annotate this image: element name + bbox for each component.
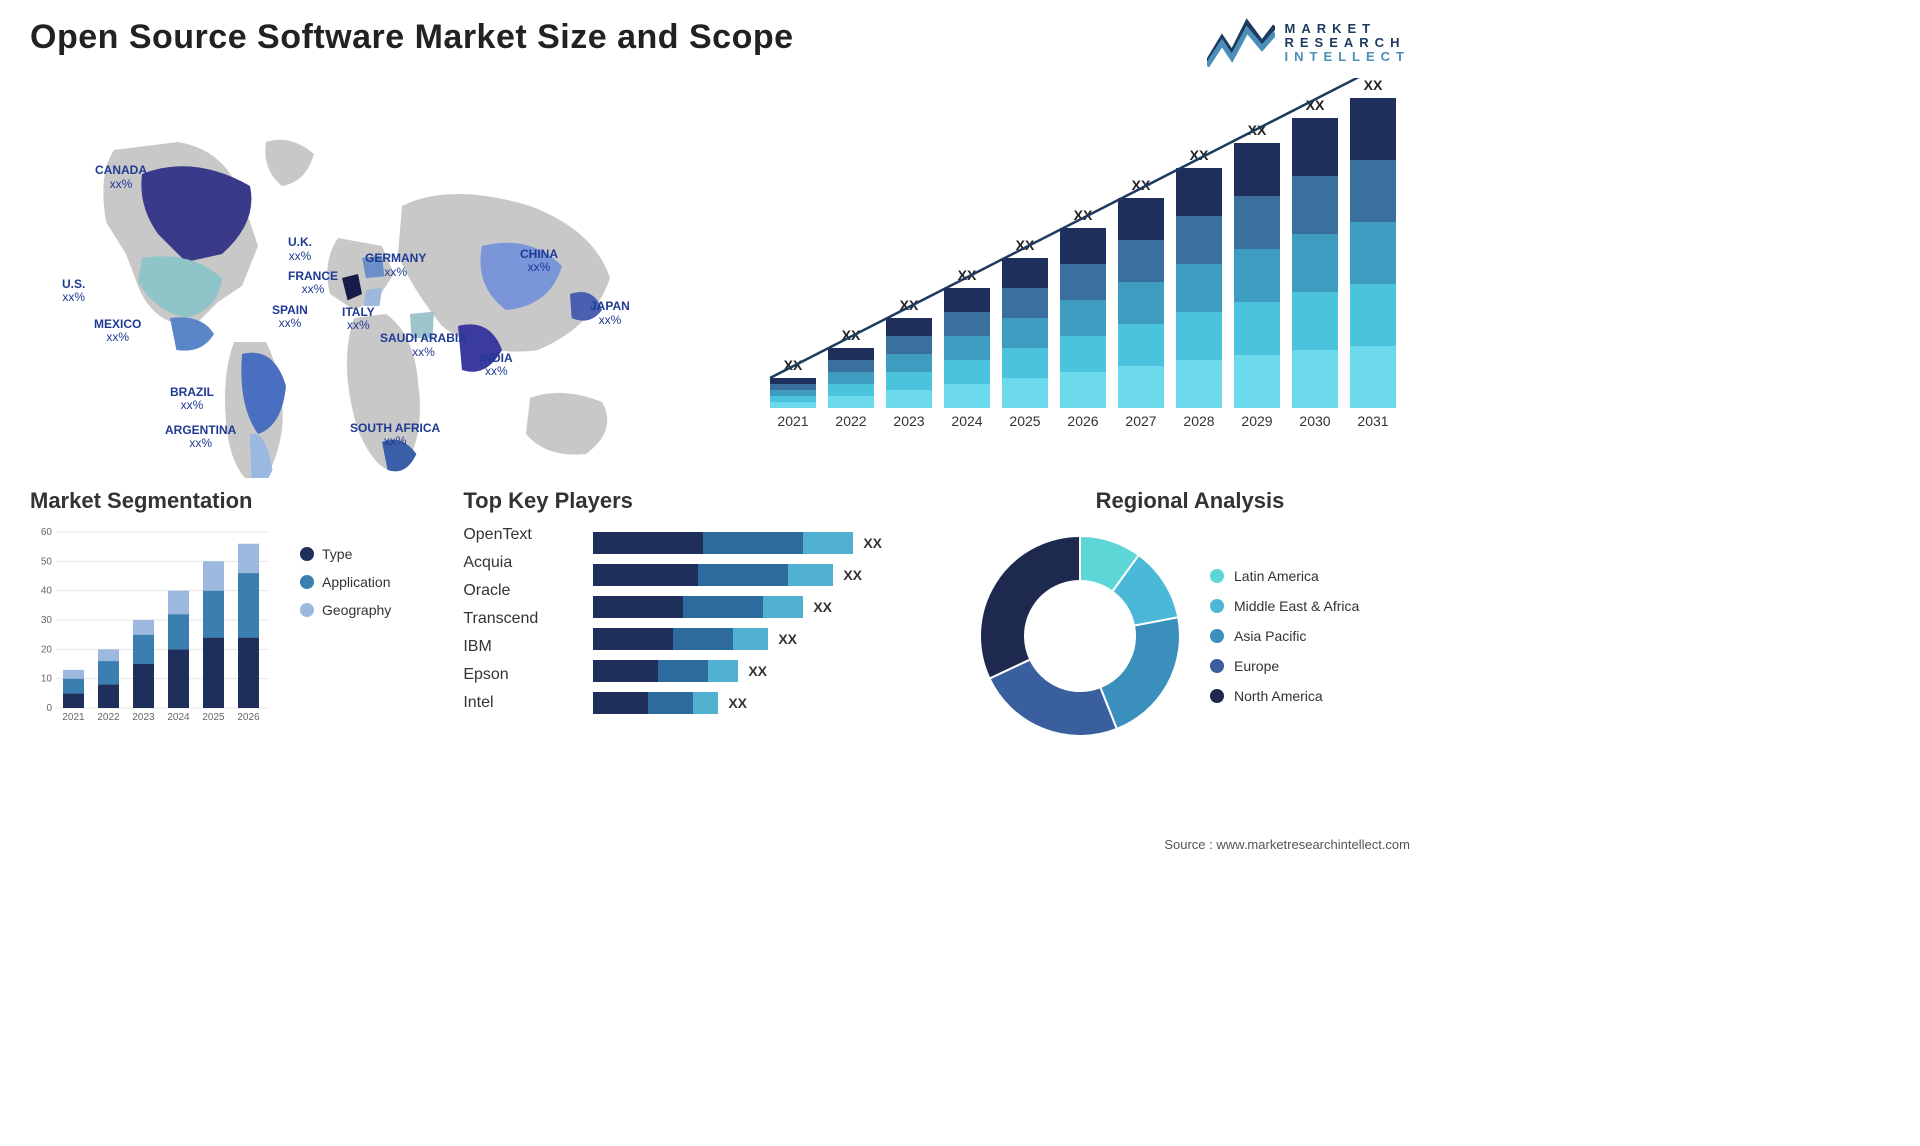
country-label: SPAINxx% — [272, 304, 308, 330]
svg-text:2029: 2029 — [1241, 413, 1272, 429]
svg-text:2024: 2024 — [167, 712, 190, 723]
world-map: CANADAxx% U.S.xx% MEXICOxx% BRAZILxx% ARGENT… — [10, 78, 730, 478]
region-legend-item: Latin America — [1210, 568, 1359, 584]
svg-text:2025: 2025 — [1009, 413, 1040, 429]
svg-text:30: 30 — [41, 615, 53, 626]
logo-text-3: INTELLECT — [1285, 50, 1411, 64]
donut-svg — [970, 526, 1190, 746]
svg-text:2027: 2027 — [1125, 413, 1156, 429]
country-label: BRAZILxx% — [170, 386, 214, 412]
svg-text:50: 50 — [41, 556, 53, 567]
page-title: Open Source Software Market Size and Sco… — [30, 18, 794, 57]
svg-text:40: 40 — [41, 586, 53, 597]
segmentation-title: Market Segmentation — [30, 488, 433, 514]
svg-text:2026: 2026 — [1067, 413, 1098, 429]
player-bar-row: XX — [593, 530, 940, 556]
regional-legend: Latin America Middle East & Africa Asia Pa… — [1210, 568, 1359, 704]
regional-title: Regional Analysis — [970, 488, 1410, 514]
svg-text:2024: 2024 — [951, 413, 982, 429]
legend-item: Application — [300, 574, 391, 590]
country-label: INDIAxx% — [480, 352, 513, 378]
player-name: Oracle — [463, 582, 573, 600]
player-name: Intel — [463, 694, 573, 712]
logo-text-1: MARKET — [1285, 22, 1411, 36]
svg-text:2022: 2022 — [97, 712, 120, 723]
country-label: CHINAxx% — [520, 248, 558, 274]
svg-text:2026: 2026 — [237, 712, 260, 723]
region-legend-item: Middle East & Africa — [1210, 598, 1359, 614]
country-label: SOUTH AFRICAxx% — [350, 422, 440, 448]
svg-text:2028: 2028 — [1183, 413, 1214, 429]
player-name: OpenText — [463, 526, 573, 544]
svg-text:0: 0 — [46, 703, 52, 714]
svg-text:2030: 2030 — [1299, 413, 1330, 429]
source-label: Source : www.marketresearchintellect.com — [1164, 837, 1410, 852]
segmentation-svg: 0 10 20 30 40 50 60 2021 2022 2023 2024 2025 2026 — [30, 526, 270, 726]
region-legend-item: North America — [1210, 688, 1359, 704]
player-bar-row: XX — [593, 658, 940, 684]
segmentation-chart: 0 10 20 30 40 50 60 2021 2022 2023 2024 2025 2026 — [30, 526, 280, 746]
svg-text:2025: 2025 — [202, 712, 225, 723]
country-label: U.S.xx% — [62, 278, 85, 304]
svg-text:2023: 2023 — [132, 712, 155, 723]
country-label: U.K.xx% — [288, 236, 312, 262]
svg-text:XX: XX — [1364, 78, 1383, 93]
legend-item: Type — [300, 546, 391, 562]
player-name: IBM — [463, 638, 573, 656]
player-bar-row: XX — [593, 690, 940, 716]
player-bar-row: XX — [593, 594, 940, 620]
player-bar-row: XX — [593, 562, 940, 588]
region-legend-item: Asia Pacific — [1210, 628, 1359, 644]
player-name: Transcend — [463, 610, 573, 628]
players-title: Top Key Players — [463, 488, 940, 514]
svg-text:2021: 2021 — [62, 712, 85, 723]
segmentation-legend: Type Application Geography — [300, 546, 391, 746]
main-bar-chart: XX2021XX2022XX2023XX2024XX2025XX2026XX20… — [760, 78, 1410, 478]
country-label: FRANCExx% — [288, 270, 338, 296]
country-label: ITALYxx% — [342, 306, 375, 332]
region-legend-item: Europe — [1210, 658, 1359, 674]
svg-text:2023: 2023 — [893, 413, 924, 429]
svg-text:2021: 2021 — [777, 413, 808, 429]
country-label: ARGENTINAxx% — [165, 424, 236, 450]
svg-text:2022: 2022 — [835, 413, 866, 429]
country-label: GERMANYxx% — [365, 252, 426, 278]
brand-logo: MARKET RESEARCH INTELLECT — [1207, 18, 1411, 68]
country-label: CANADAxx% — [95, 164, 147, 190]
player-name: Acquia — [463, 554, 573, 572]
legend-item: Geography — [300, 602, 391, 618]
country-label: JAPANxx% — [590, 300, 630, 326]
players-bars: XX XX XX XX XX XX — [593, 530, 940, 716]
svg-text:10: 10 — [41, 674, 53, 685]
main-chart-svg: XX2021XX2022XX2023XX2024XX2025XX2026XX20… — [760, 78, 1400, 438]
player-name: Epson — [463, 666, 573, 684]
player-bar-row: XX — [593, 626, 940, 652]
players-list: OpenText Acquia Oracle Transcend IBM Epson Int… — [463, 526, 573, 716]
logo-text-2: RESEARCH — [1285, 36, 1411, 50]
country-label: SAUDI ARABIAxx% — [380, 332, 467, 358]
svg-text:20: 20 — [41, 644, 53, 655]
logo-icon — [1207, 18, 1275, 68]
country-label: MEXICOxx% — [94, 318, 141, 344]
donut-chart — [970, 526, 1190, 746]
svg-text:60: 60 — [41, 527, 53, 538]
svg-text:2031: 2031 — [1357, 413, 1388, 429]
